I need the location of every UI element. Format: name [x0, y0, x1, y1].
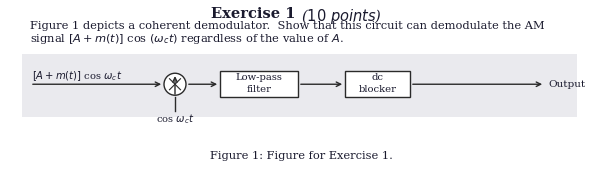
Text: Figure 1: Figure for Exercise 1.: Figure 1: Figure for Exercise 1. [209, 151, 393, 161]
Text: dc: dc [371, 73, 383, 82]
Bar [220, 71, 298, 97]
Text: blocker: blocker [359, 85, 397, 94]
Text: Exercise 1: Exercise 1 [211, 7, 301, 21]
Text: $[A + m(t)]$ cos $\omega_c t$: $[A + m(t)]$ cos $\omega_c t$ [32, 69, 122, 83]
Text: Low-pass: Low-pass [235, 73, 282, 82]
Text: cos $\omega_c t$: cos $\omega_c t$ [156, 112, 194, 126]
Text: Output: Output [548, 80, 585, 89]
Bar [345, 71, 410, 97]
Circle shape [164, 73, 186, 95]
Text: ($\mathit{10\ points}$): ($\mathit{10\ points}$) [301, 7, 382, 26]
Text: Figure 1 depicts a coherent demodulator.  Show that this circuit can demodulate : Figure 1 depicts a coherent demodulator.… [30, 21, 545, 31]
Text: signal $[A+m(t)]$ cos $(\omega_c t)$ regardless of the value of $A$.: signal $[A+m(t)]$ cos $(\omega_c t)$ reg… [30, 32, 344, 46]
Bar [22, 54, 577, 117]
Text: filter: filter [246, 85, 272, 94]
